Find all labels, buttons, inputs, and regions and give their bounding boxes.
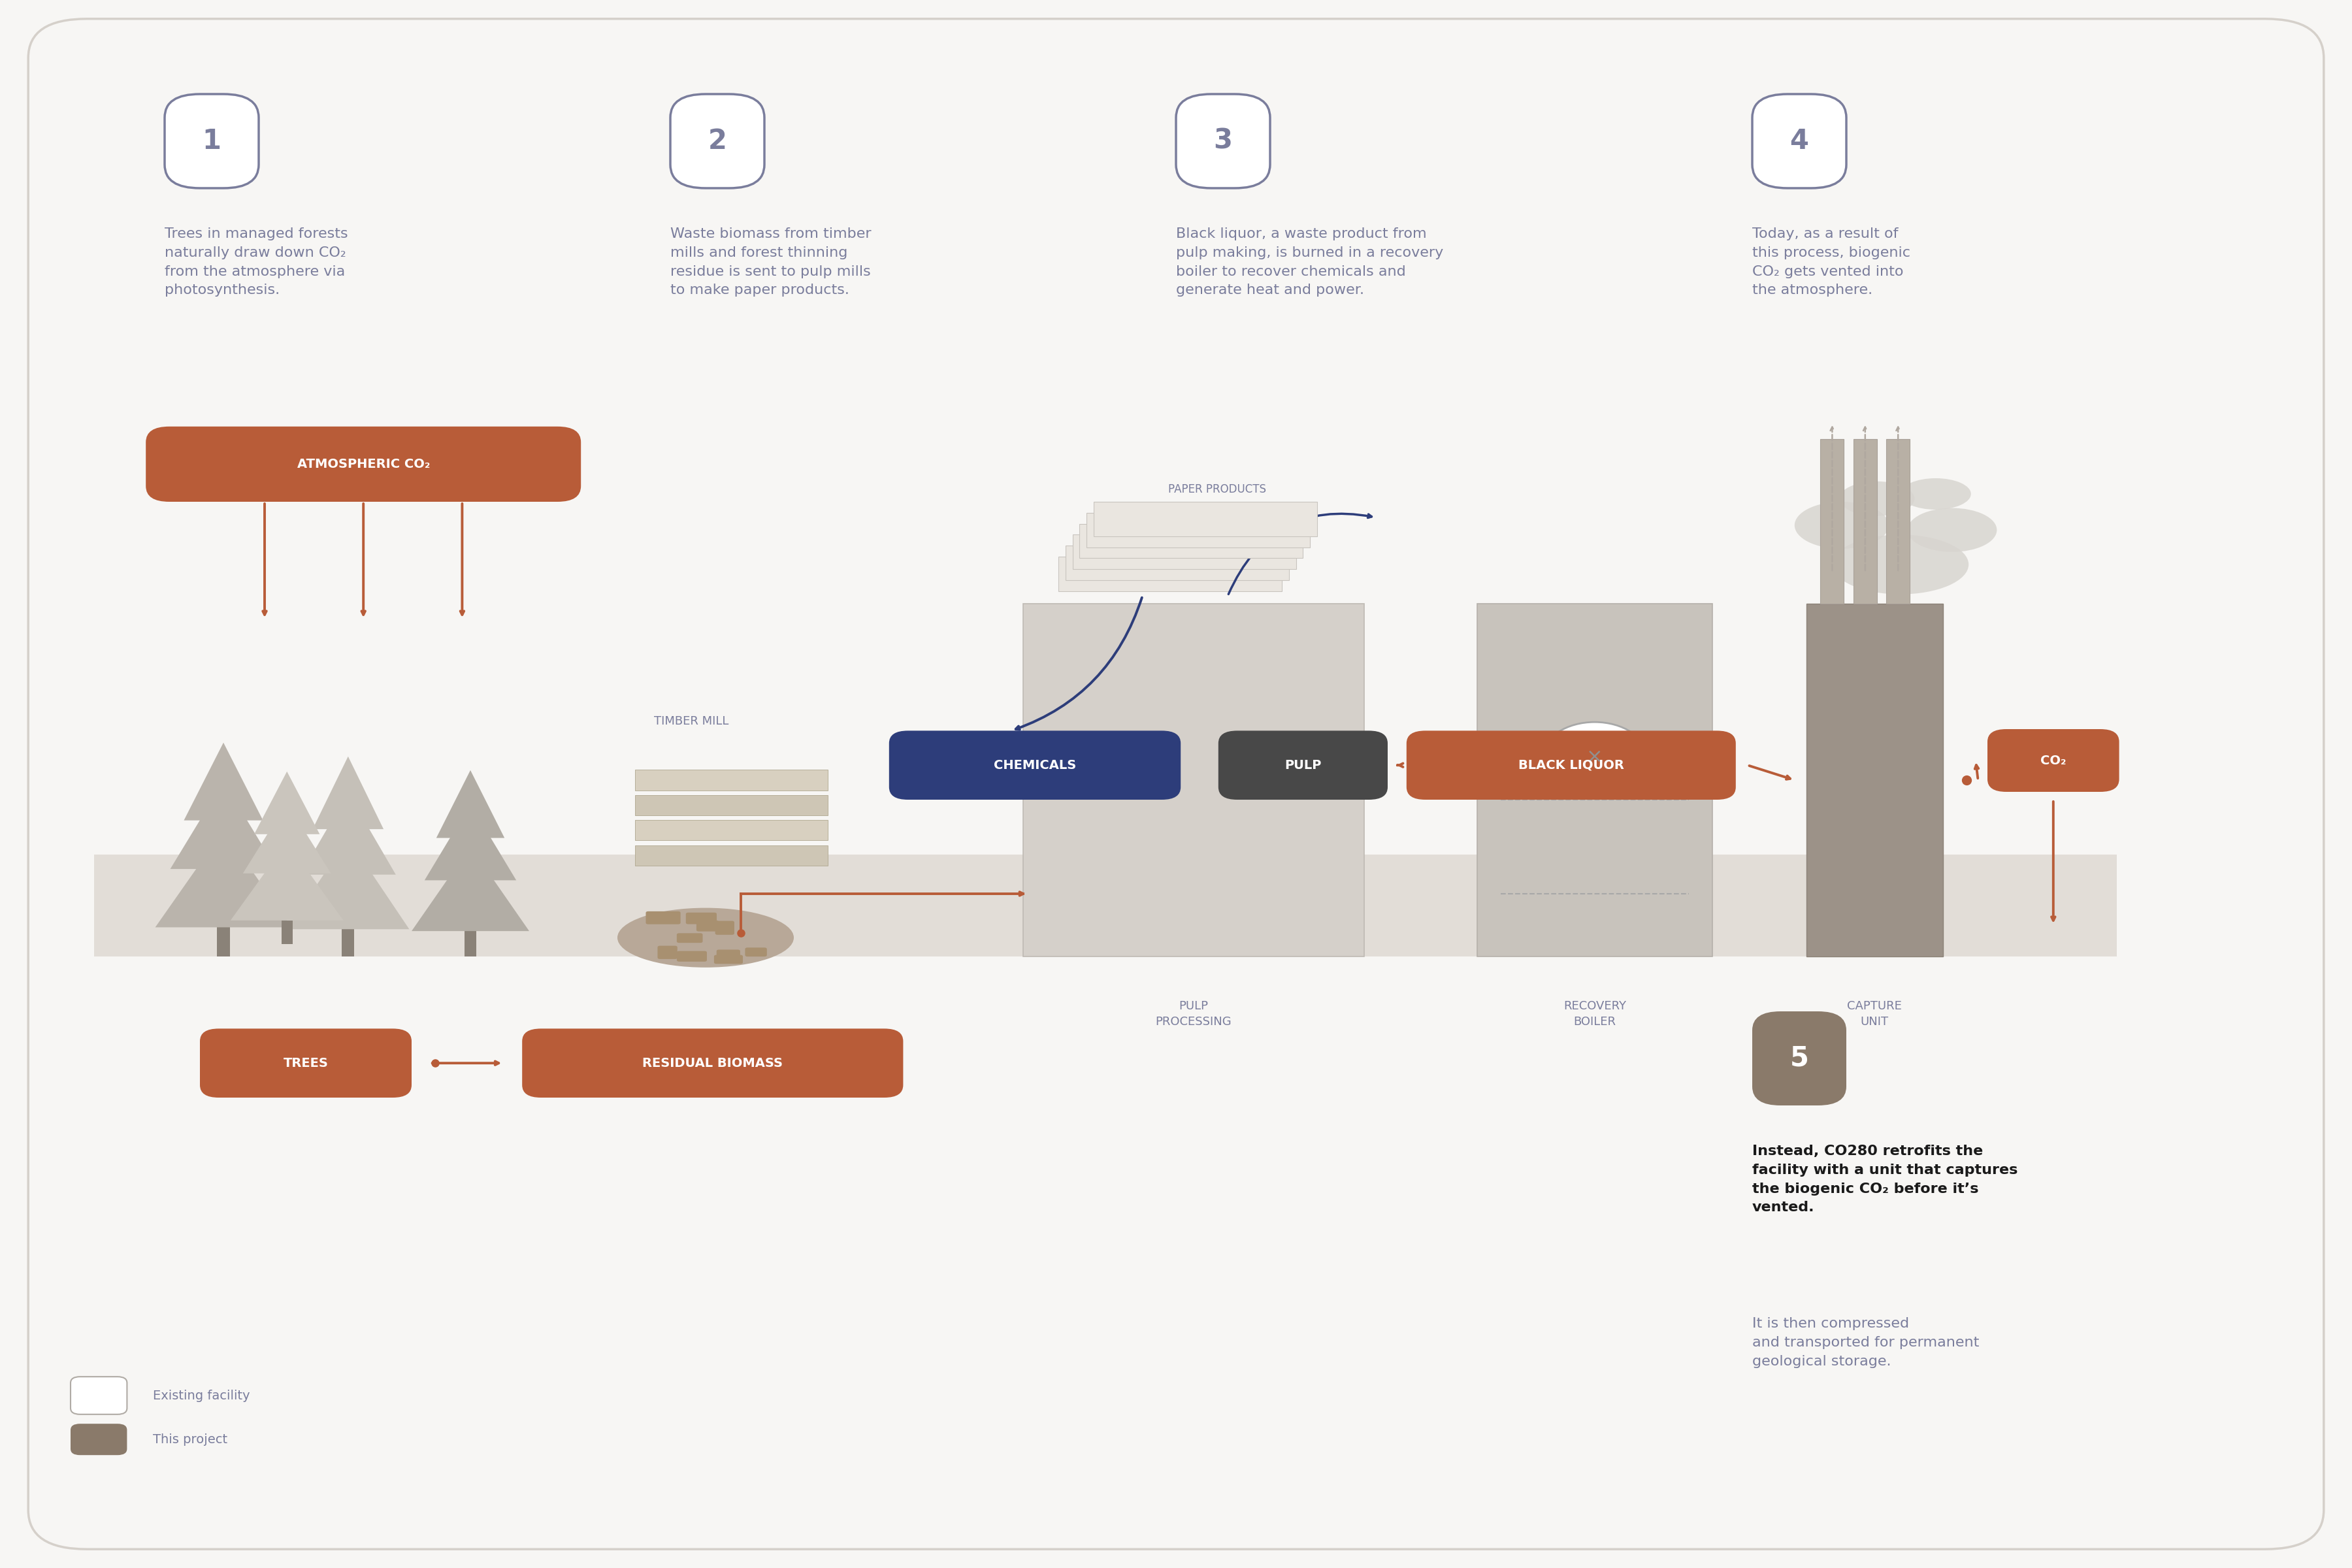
FancyBboxPatch shape bbox=[647, 911, 680, 924]
Text: 2: 2 bbox=[708, 127, 727, 155]
FancyBboxPatch shape bbox=[715, 920, 734, 935]
FancyBboxPatch shape bbox=[1023, 604, 1364, 956]
Text: TREES: TREES bbox=[282, 1057, 329, 1069]
Text: RECOVERY
BOILER: RECOVERY BOILER bbox=[1564, 1000, 1625, 1027]
FancyBboxPatch shape bbox=[1477, 604, 1712, 956]
FancyBboxPatch shape bbox=[216, 927, 230, 956]
Polygon shape bbox=[183, 743, 263, 820]
FancyBboxPatch shape bbox=[1853, 439, 1877, 604]
Text: CAPTURE
UNIT: CAPTURE UNIT bbox=[1846, 1000, 1903, 1027]
FancyBboxPatch shape bbox=[1094, 502, 1317, 536]
FancyBboxPatch shape bbox=[146, 426, 581, 502]
FancyBboxPatch shape bbox=[746, 947, 767, 956]
FancyBboxPatch shape bbox=[1806, 604, 1943, 956]
FancyBboxPatch shape bbox=[165, 94, 259, 188]
Text: Trees in managed forests
naturally draw down CO₂
from the atmosphere via
photosy: Trees in managed forests naturally draw … bbox=[165, 227, 348, 296]
Text: This project: This project bbox=[153, 1433, 228, 1446]
FancyBboxPatch shape bbox=[1218, 731, 1388, 800]
FancyBboxPatch shape bbox=[1058, 557, 1282, 591]
Text: 5: 5 bbox=[1790, 1044, 1809, 1073]
Text: 4: 4 bbox=[1790, 127, 1809, 155]
Text: It is then compressed
and transported for permanent
geological storage.: It is then compressed and transported fo… bbox=[1752, 1317, 1978, 1367]
FancyBboxPatch shape bbox=[1886, 439, 1910, 604]
FancyBboxPatch shape bbox=[341, 930, 355, 956]
Text: RESIDUAL BIOMASS: RESIDUAL BIOMASS bbox=[642, 1057, 783, 1069]
FancyBboxPatch shape bbox=[1406, 731, 1736, 800]
Ellipse shape bbox=[1907, 508, 1997, 552]
Ellipse shape bbox=[616, 908, 795, 967]
FancyBboxPatch shape bbox=[522, 1029, 903, 1098]
Polygon shape bbox=[242, 803, 332, 873]
FancyBboxPatch shape bbox=[677, 933, 703, 942]
FancyBboxPatch shape bbox=[200, 1029, 412, 1098]
Ellipse shape bbox=[1900, 478, 1971, 510]
FancyBboxPatch shape bbox=[659, 946, 677, 960]
Text: CO₂: CO₂ bbox=[2042, 754, 2065, 767]
FancyBboxPatch shape bbox=[635, 845, 828, 866]
FancyBboxPatch shape bbox=[715, 955, 743, 964]
FancyBboxPatch shape bbox=[635, 820, 828, 840]
Polygon shape bbox=[254, 771, 320, 834]
Text: PAPER PRODUCTS: PAPER PRODUCTS bbox=[1169, 483, 1265, 495]
Polygon shape bbox=[94, 855, 2117, 956]
Polygon shape bbox=[230, 842, 343, 920]
Text: PULP: PULP bbox=[1284, 759, 1322, 771]
FancyBboxPatch shape bbox=[696, 920, 717, 931]
FancyBboxPatch shape bbox=[670, 94, 764, 188]
Text: Existing facility: Existing facility bbox=[153, 1389, 249, 1402]
FancyBboxPatch shape bbox=[677, 952, 708, 961]
FancyBboxPatch shape bbox=[1752, 1011, 1846, 1105]
Ellipse shape bbox=[1832, 535, 1969, 594]
Text: PULP
PROCESSING: PULP PROCESSING bbox=[1155, 1000, 1232, 1027]
Circle shape bbox=[1543, 721, 1646, 790]
FancyBboxPatch shape bbox=[1080, 524, 1303, 558]
Ellipse shape bbox=[1795, 502, 1889, 549]
FancyBboxPatch shape bbox=[466, 931, 475, 956]
Polygon shape bbox=[301, 793, 395, 875]
Text: ATMOSPHERIC CO₂: ATMOSPHERIC CO₂ bbox=[296, 458, 430, 470]
Text: Instead, CO280 retrofits the
facility with a unit that captures
the biogenic CO₂: Instead, CO280 retrofits the facility wi… bbox=[1752, 1145, 2018, 1214]
Text: CHEMICALS: CHEMICALS bbox=[993, 759, 1077, 771]
FancyBboxPatch shape bbox=[687, 913, 717, 924]
Polygon shape bbox=[313, 756, 383, 829]
Polygon shape bbox=[287, 839, 409, 930]
Polygon shape bbox=[412, 847, 529, 931]
Polygon shape bbox=[169, 781, 278, 869]
FancyBboxPatch shape bbox=[71, 1424, 127, 1455]
FancyBboxPatch shape bbox=[1987, 729, 2119, 792]
FancyBboxPatch shape bbox=[71, 1377, 127, 1414]
FancyBboxPatch shape bbox=[282, 920, 292, 944]
Polygon shape bbox=[155, 829, 292, 927]
FancyBboxPatch shape bbox=[717, 950, 741, 960]
Ellipse shape bbox=[1839, 481, 1915, 516]
FancyBboxPatch shape bbox=[1176, 94, 1270, 188]
Text: 1: 1 bbox=[202, 127, 221, 155]
Polygon shape bbox=[437, 770, 506, 837]
Text: BLACK LIQUOR: BLACK LIQUOR bbox=[1519, 759, 1623, 771]
FancyBboxPatch shape bbox=[635, 770, 828, 790]
FancyBboxPatch shape bbox=[1087, 513, 1310, 547]
FancyBboxPatch shape bbox=[889, 731, 1181, 800]
Text: 3: 3 bbox=[1214, 127, 1232, 155]
Text: Today, as a result of
this process, biogenic
CO₂ gets vented into
the atmosphere: Today, as a result of this process, biog… bbox=[1752, 227, 1910, 296]
FancyBboxPatch shape bbox=[635, 795, 828, 815]
FancyBboxPatch shape bbox=[1752, 94, 1846, 188]
Text: TIMBER MILL: TIMBER MILL bbox=[654, 715, 729, 728]
Text: Black liquor, a waste product from
pulp making, is burned in a recovery
boiler t: Black liquor, a waste product from pulp … bbox=[1176, 227, 1444, 296]
FancyBboxPatch shape bbox=[1073, 535, 1296, 569]
Text: Waste biomass from timber
mills and forest thinning
residue is sent to pulp mill: Waste biomass from timber mills and fore… bbox=[670, 227, 870, 296]
FancyBboxPatch shape bbox=[1820, 439, 1844, 604]
Text: ×: × bbox=[1585, 746, 1604, 767]
Polygon shape bbox=[423, 804, 517, 880]
FancyBboxPatch shape bbox=[1065, 546, 1289, 580]
